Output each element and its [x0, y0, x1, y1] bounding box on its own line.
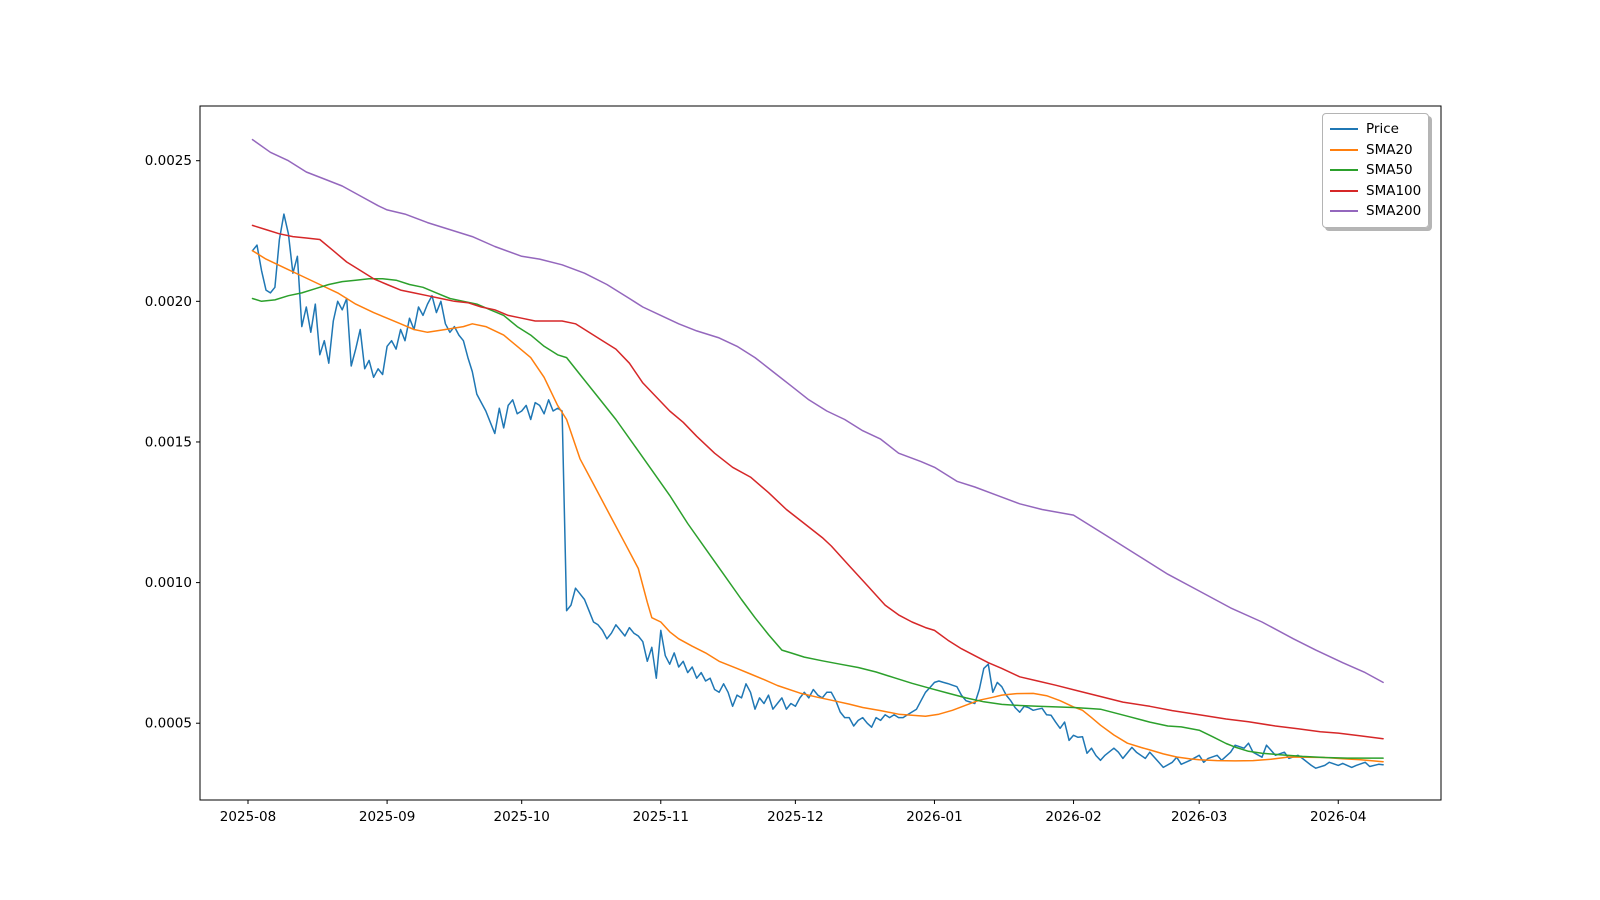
legend-entry-sma20: SMA20 — [1330, 140, 1421, 161]
sma200-line-swatch — [1330, 210, 1358, 213]
x-tick-label: 2025-12 — [767, 809, 823, 825]
y-tick-label: 0.0015 — [145, 434, 192, 450]
legend-box: Price SMA20 SMA50 SMA100 SMA200 — [1322, 113, 1430, 228]
y-tick-label: 0.0010 — [145, 575, 192, 591]
y-tick-label: 0.0005 — [145, 716, 192, 732]
legend-label-sma50: SMA50 — [1366, 162, 1413, 179]
price-line — [251, 213, 1384, 769]
sma50-line-swatch — [1330, 169, 1358, 172]
x-tick-label: 2026-01 — [906, 809, 962, 825]
legend-entry-sma100: SMA100 — [1330, 181, 1421, 202]
sma200-line — [251, 138, 1384, 684]
x-tick-label: 2025-11 — [633, 809, 689, 825]
y-tick-label: 0.0020 — [145, 294, 192, 310]
sma20-line-swatch — [1330, 148, 1358, 151]
sma20-line — [251, 249, 1384, 763]
plot-frame — [199, 105, 1442, 801]
x-tick-label: 2025-10 — [493, 809, 549, 825]
sma50-line — [251, 278, 1384, 759]
y-tick-label: 0.0025 — [145, 153, 192, 169]
legend-label-sma200: SMA200 — [1366, 203, 1422, 220]
sma100-line — [251, 224, 1384, 740]
x-tick-label: 2025-08 — [220, 809, 276, 825]
x-tick-label: 2025-09 — [359, 809, 415, 825]
legend-entry-sma200: SMA200 — [1330, 201, 1421, 222]
x-tick-label: 2026-02 — [1045, 809, 1101, 825]
legend-entry-price: Price — [1330, 119, 1421, 140]
x-tick-label: 2026-04 — [1310, 809, 1366, 825]
legend-entry-sma50: SMA50 — [1330, 160, 1421, 181]
x-tick-label: 2026-03 — [1171, 809, 1227, 825]
legend-label-price: Price — [1366, 121, 1399, 138]
legend-label-sma100: SMA100 — [1366, 182, 1422, 199]
price-line-swatch — [1330, 128, 1358, 131]
legend-label-sma20: SMA20 — [1366, 141, 1413, 158]
sma100-line-swatch — [1330, 189, 1358, 192]
